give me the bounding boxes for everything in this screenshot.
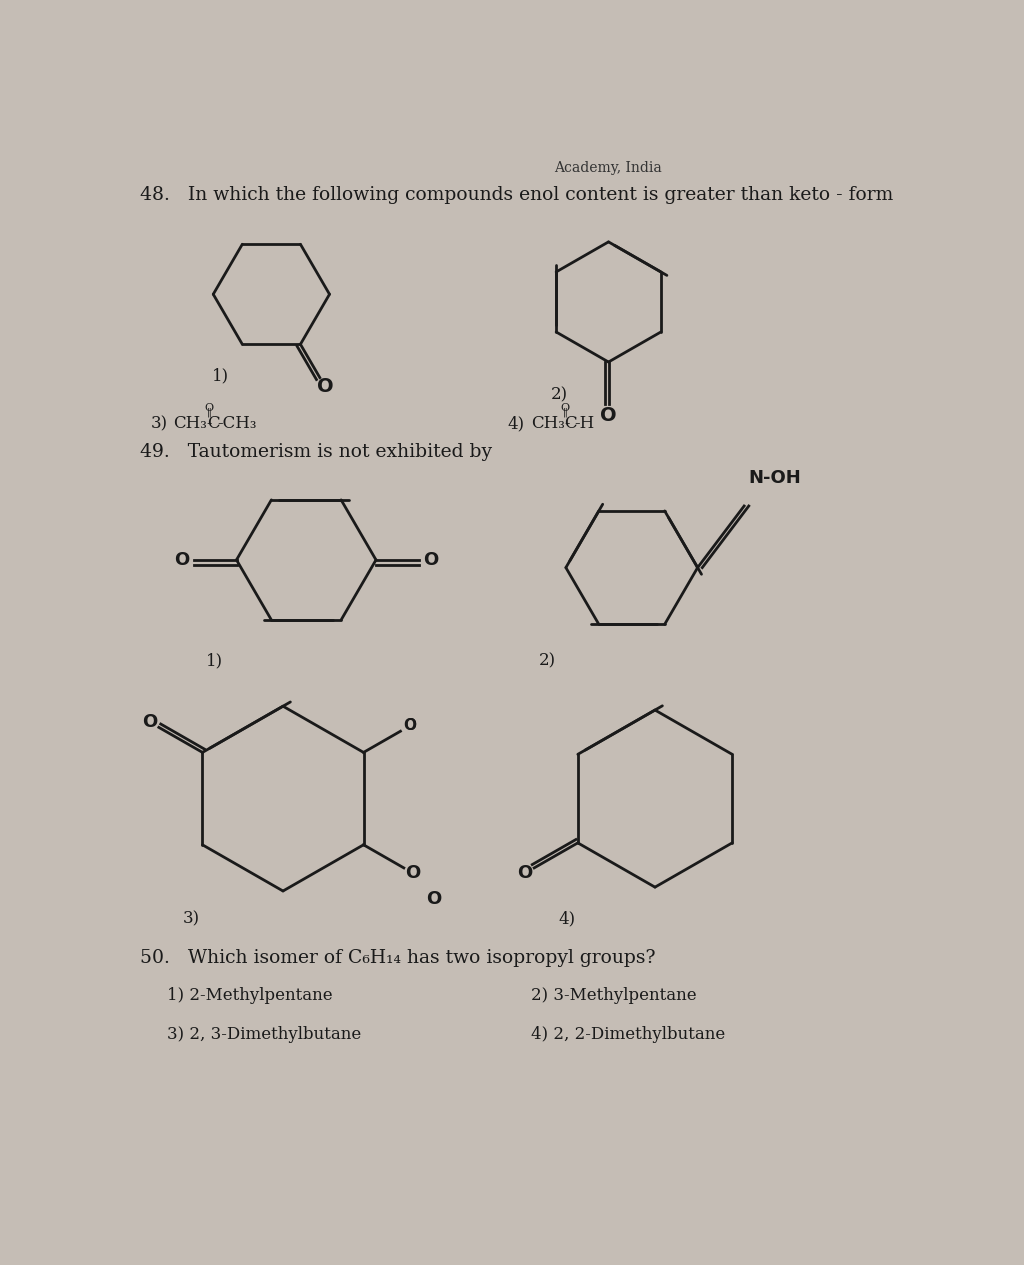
Text: ‖: ‖ [207, 407, 212, 417]
Text: N-OH: N-OH [748, 469, 801, 487]
Text: CH₃-: CH₃- [173, 415, 212, 433]
Text: 4): 4) [558, 911, 575, 927]
Text: 1): 1) [206, 653, 222, 669]
Text: 1) 2-Methylpentane: 1) 2-Methylpentane [167, 987, 333, 1004]
Text: 2): 2) [550, 387, 567, 404]
Text: 2) 3-Methylpentane: 2) 3-Methylpentane [531, 987, 696, 1004]
Text: 3) 2, 3-Dimethylbutane: 3) 2, 3-Dimethylbutane [167, 1026, 361, 1042]
Text: O: O [316, 377, 334, 396]
Text: ‖: ‖ [562, 407, 567, 417]
Text: CH₃-: CH₃- [531, 415, 570, 433]
Text: O: O [600, 406, 616, 425]
Text: 49.   Tautomerism is not exhibited by: 49. Tautomerism is not exhibited by [139, 443, 492, 460]
Text: 4): 4) [508, 415, 525, 433]
Text: 1): 1) [212, 367, 228, 385]
Text: O: O [517, 864, 532, 882]
Text: -H: -H [574, 415, 595, 433]
Text: O: O [404, 719, 417, 732]
Text: O: O [205, 402, 214, 412]
Text: Academy, India: Academy, India [554, 161, 662, 175]
Text: 3): 3) [152, 415, 168, 433]
Text: O: O [403, 719, 417, 734]
Text: O: O [423, 550, 438, 569]
Text: O: O [560, 402, 569, 412]
Text: 48.   In which the following compounds enol content is greater than keto - form: 48. In which the following compounds eno… [139, 186, 893, 205]
Text: O: O [426, 889, 441, 908]
Text: C: C [564, 415, 577, 433]
Text: O: O [406, 864, 421, 882]
Text: O: O [141, 713, 157, 731]
Text: 3): 3) [182, 911, 200, 927]
Text: 4) 2, 2-Dimethylbutane: 4) 2, 2-Dimethylbutane [531, 1026, 725, 1042]
Text: 2): 2) [539, 653, 556, 669]
Text: 50.   Which isomer of C₆H₁₄ has two isopropyl groups?: 50. Which isomer of C₆H₁₄ has two isopro… [139, 949, 655, 966]
Text: C: C [207, 415, 220, 433]
Text: O: O [174, 550, 189, 569]
Text: -CH₃: -CH₃ [217, 415, 257, 433]
